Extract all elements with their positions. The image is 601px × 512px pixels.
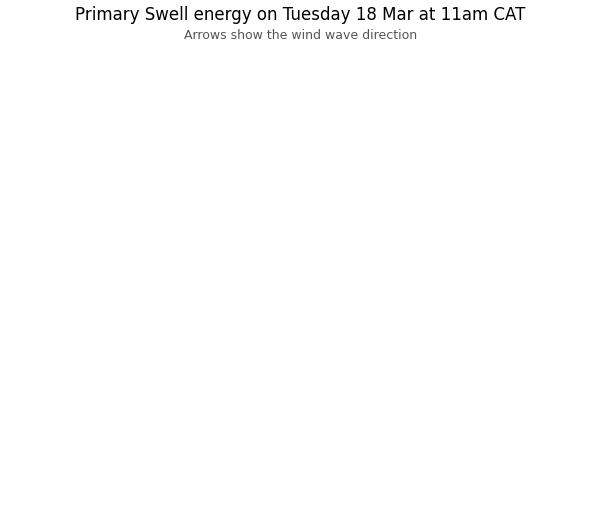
Text: Primary Swell energy on Tuesday 18 Mar at 11am CAT: Primary Swell energy on Tuesday 18 Mar a…: [75, 6, 526, 24]
Text: cartopy required: cartopy required: [243, 268, 358, 282]
Text: Arrows show the wind wave direction: Arrows show the wind wave direction: [184, 30, 417, 42]
